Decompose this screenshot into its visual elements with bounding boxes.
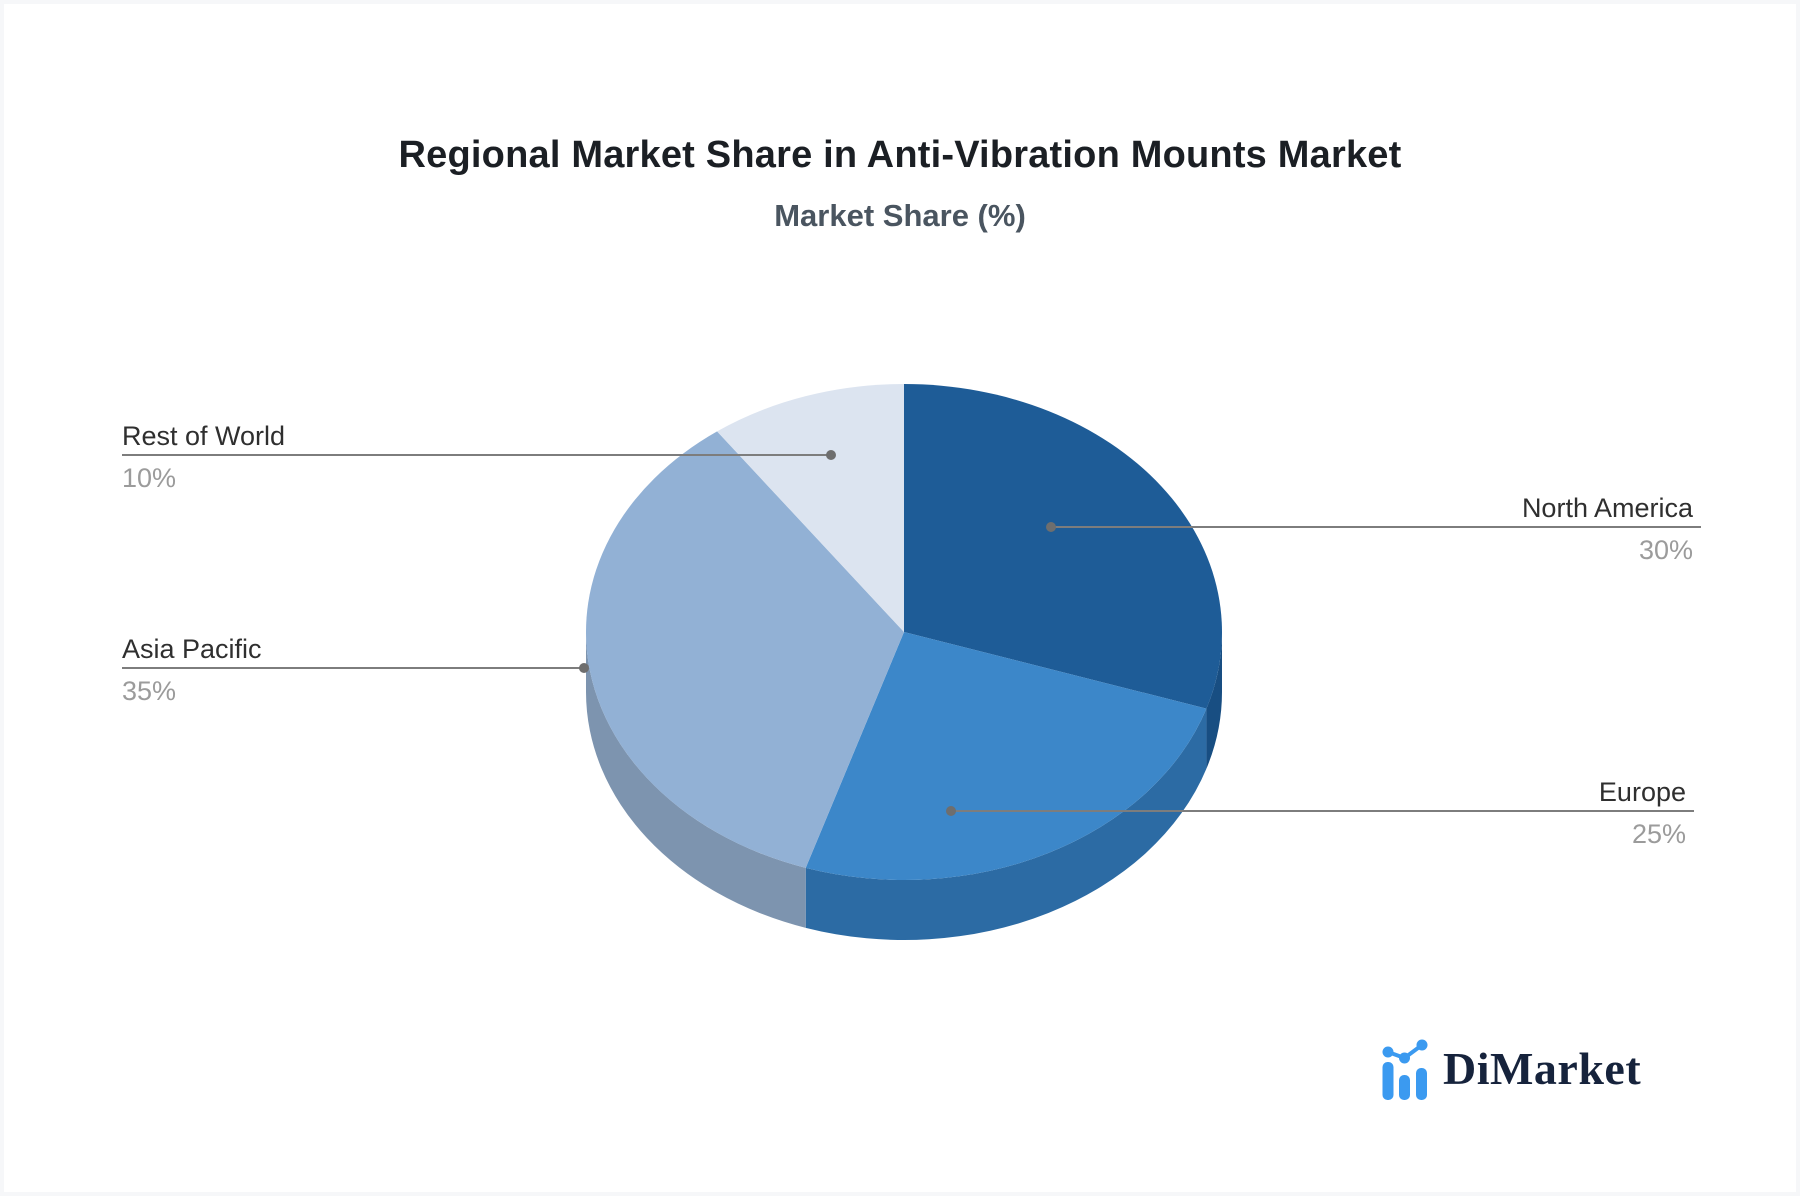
logo-bar-1 xyxy=(1382,1062,1394,1100)
pie-chart xyxy=(122,384,1701,940)
callout-label-asia-pacific: Asia Pacific xyxy=(122,634,262,664)
logo-bar-3 xyxy=(1416,1068,1427,1100)
callout-value-asia-pacific: 35% xyxy=(122,676,177,706)
logo-dot-3 xyxy=(1416,1039,1428,1051)
logo-dot-1 xyxy=(1382,1046,1394,1058)
pie-rim-europe xyxy=(805,708,1207,940)
callout-dot-asia-pacific xyxy=(579,663,589,673)
pie-slice-north-america[interactable] xyxy=(904,384,1222,709)
pie-rim-north-america xyxy=(1206,632,1222,769)
chart-title: Regional Market Share in Anti-Vibration … xyxy=(398,134,1402,176)
callout-dot-rest-of-world xyxy=(826,450,836,460)
brand-logo-text: DiMarket xyxy=(1443,1043,1642,1094)
callout-label-rest-of-world: Rest of World xyxy=(122,421,286,451)
callout-value-europe: 25% xyxy=(1631,819,1686,849)
callout-label-europe: Europe xyxy=(1598,777,1686,807)
pie-rim-asia-pacific xyxy=(586,632,806,928)
callout-value-north-america: 30% xyxy=(1638,535,1693,565)
callout-dot-europe xyxy=(946,806,956,816)
chart-subtitle: Market Share (%) xyxy=(774,198,1026,233)
brand-logo: DiMarket xyxy=(1382,1038,1641,1100)
pie-slice-asia-pacific[interactable] xyxy=(585,431,904,868)
callout-value-rest-of-world: 10% xyxy=(122,463,177,493)
logo-bar-2 xyxy=(1399,1075,1410,1100)
pie-slice-europe[interactable] xyxy=(805,632,1207,880)
pie-slice-rest-of-world[interactable] xyxy=(717,384,904,632)
callout-label-north-america: North America xyxy=(1521,493,1693,523)
brand-logo-icon xyxy=(1382,1039,1428,1100)
logo-dot-2 xyxy=(1399,1052,1410,1064)
callout-dot-north-america xyxy=(1046,522,1056,532)
